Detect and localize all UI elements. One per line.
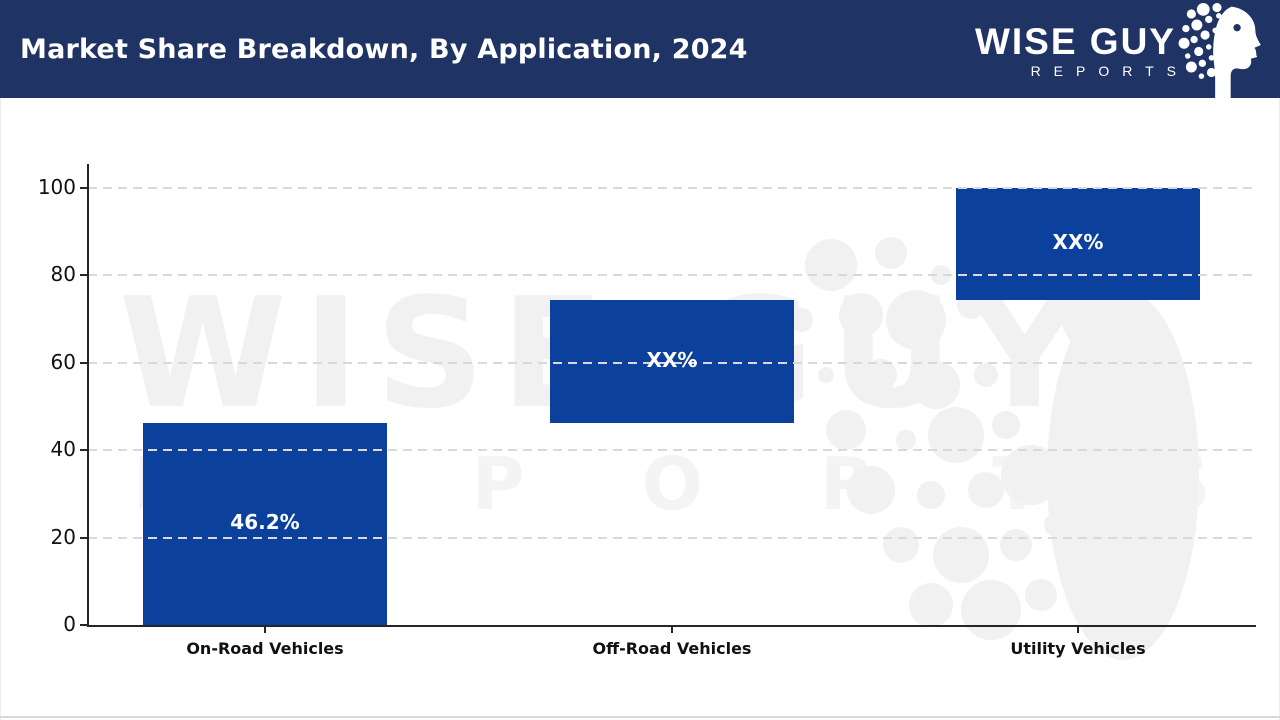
bar-value-label: XX% <box>646 347 698 372</box>
gridline-40 <box>88 449 1256 451</box>
y-tick-100 <box>80 186 88 189</box>
y-tick-40 <box>80 449 88 451</box>
y-tick-20 <box>80 536 88 539</box>
page-title: Market Share Breakdown, By Application, … <box>20 33 748 65</box>
bar-value-label: 46.2% <box>230 509 300 534</box>
logo-wordmark: WISE GUY <box>974 21 1176 62</box>
logo-text: WISE GUY REPORTS <box>975 23 1176 79</box>
y-axis-line <box>87 164 89 627</box>
logo-subtitle: REPORTS <box>1030 63 1189 79</box>
y-tick-label-0: 0 <box>63 612 76 636</box>
bar-value-label: XX% <box>1052 229 1104 254</box>
watermark-head-silhouette <box>789 237 1199 660</box>
x-category-label: Utility Vehicles <box>1010 639 1146 658</box>
head-silhouette-icon <box>1178 3 1261 99</box>
y-tick-0 <box>80 624 88 626</box>
x-category-label: On-Road Vehicles <box>186 639 344 658</box>
x-tick-2 <box>1077 627 1079 633</box>
y-tick-label-100: 100 <box>37 174 76 199</box>
x-tick-1 <box>671 627 673 633</box>
wise-guy-logo: WISE GUY REPORTS <box>975 3 1266 99</box>
gridline-80 <box>88 274 1256 276</box>
x-category-label: Off-Road Vehicles <box>592 639 752 658</box>
y-tick-label-80: 80 <box>50 262 76 286</box>
y-tick-label-20: 20 <box>50 524 76 549</box>
y-tick-label-60: 60 <box>50 349 76 374</box>
y-tick-60 <box>80 361 88 364</box>
header: Market Share Breakdown, By Application, … <box>0 0 1280 99</box>
bar-utility-vehicles <box>956 187 1200 301</box>
bar-on-road-vehicles <box>143 422 387 625</box>
gridline-20 <box>88 536 1256 539</box>
x-tick-0 <box>264 627 266 633</box>
x-axis-line <box>87 625 1256 627</box>
gridline-100 <box>88 186 1256 189</box>
y-tick-label-40: 40 <box>50 437 76 461</box>
bottom-divider <box>0 716 1280 718</box>
y-tick-80 <box>80 274 88 276</box>
gridline-60 <box>88 361 1256 364</box>
